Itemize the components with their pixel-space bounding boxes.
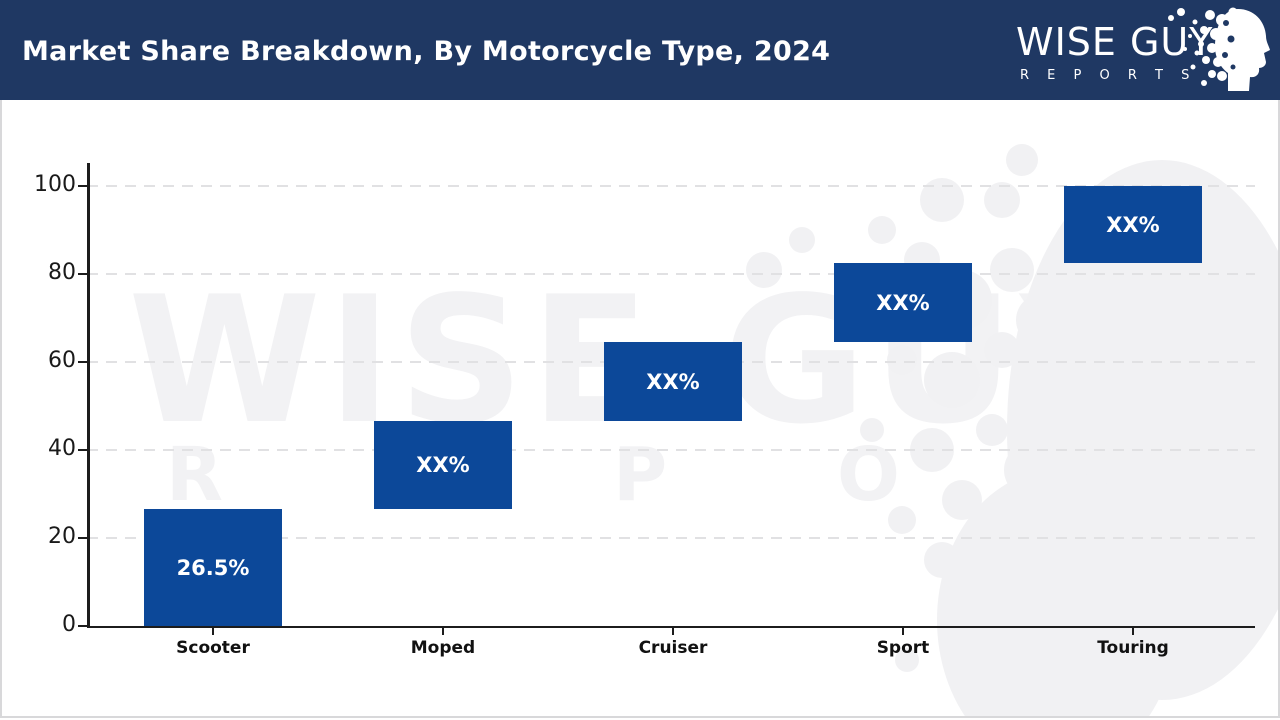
logo-head-icon <box>1168 7 1270 91</box>
x-tick-mark-moped <box>442 627 445 635</box>
watermark-head-icon <box>746 144 1278 716</box>
x-tick-mark-touring <box>1132 627 1135 635</box>
x-category-label-touring: Touring <box>1097 638 1169 658</box>
chart-title: Market Share Breakdown, By Motorcycle Ty… <box>22 36 831 67</box>
logo-wordmark: WISE GUY <box>1016 20 1213 64</box>
logo-subtext: R E P O R T S <box>1020 68 1196 83</box>
y-tick-mark-80 <box>78 273 87 276</box>
y-tick-mark-20 <box>78 537 87 540</box>
bar-value-label-moped: XX% <box>416 453 470 478</box>
y-tick-label-40: 40 <box>48 436 76 461</box>
y-tick-mark-100 <box>78 185 87 188</box>
bar-value-label-touring: XX% <box>1106 212 1160 237</box>
header-bar: Market Share Breakdown, By Motorcycle Ty… <box>0 0 1280 100</box>
bar-value-label-cruiser: XX% <box>646 369 700 394</box>
y-tick-label-0: 0 <box>62 612 76 637</box>
y-tick-label-20: 20 <box>48 524 76 549</box>
gridline-80 <box>87 273 1255 275</box>
y-axis-line <box>87 163 90 628</box>
y-tick-mark-0 <box>78 625 87 628</box>
x-tick-mark-cruiser <box>672 627 675 635</box>
logo-head-dot-holes <box>1222 20 1236 70</box>
bar-cruiser: XX% <box>604 342 742 422</box>
x-category-label-sport: Sport <box>876 638 930 658</box>
x-tick-mark-sport <box>902 627 905 635</box>
x-category-label-moped: Moped <box>410 638 476 658</box>
bar-moped: XX% <box>374 421 512 510</box>
y-tick-label-60: 60 <box>48 348 76 373</box>
x-category-label-cruiser: Cruiser <box>638 638 708 658</box>
x-tick-mark-scooter <box>212 627 215 635</box>
wiseguy-logo: WISE GUY R E P O R T S <box>1016 7 1270 91</box>
y-tick-mark-40 <box>78 449 87 452</box>
x-category-label-scooter: Scooter <box>176 638 250 658</box>
bar-touring: XX% <box>1064 186 1202 263</box>
bar-scooter: 26.5% <box>144 509 282 626</box>
y-tick-label-80: 80 <box>48 260 76 285</box>
y-tick-label-100: 100 <box>34 172 76 197</box>
y-tick-mark-60 <box>78 361 87 364</box>
x-axis-line <box>87 625 1255 628</box>
gridline-40 <box>87 449 1255 451</box>
bar-value-label-sport: XX% <box>876 290 930 315</box>
gridline-100 <box>87 185 1255 187</box>
bar-sport: XX% <box>834 263 972 343</box>
gridline-20 <box>87 537 1255 539</box>
bar-value-label-scooter: 26.5% <box>176 555 250 580</box>
chart-card: WISE GUY R E P O R T S 02040608010026.5%… <box>0 100 1280 718</box>
